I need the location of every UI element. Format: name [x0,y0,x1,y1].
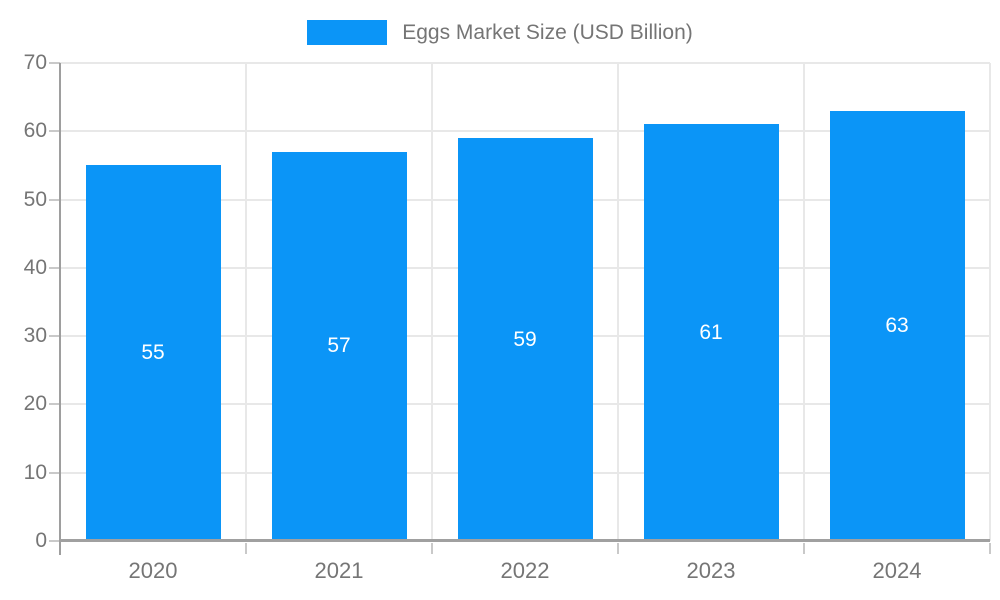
y-axis-label-20: 20 [23,392,47,416]
bar-2022[interactable] [457,138,593,541]
y-axis-label-70: 70 [23,51,47,74]
gridline-x-boundary-1 [245,63,247,541]
y-axis-tick-20 [49,403,60,406]
legend-swatch [307,20,388,45]
gridline-y-70 [60,62,990,64]
bar-2023[interactable] [643,124,779,541]
y-axis-label-50: 50 [23,187,47,211]
y-axis-label-0: 0 [35,529,47,552]
x-axis-label-2024: 2024 [872,558,922,583]
y-axis-tick-50 [49,198,60,201]
y-axis-tick-70 [49,62,60,64]
gridline-x-boundary-5 [989,63,991,541]
y-axis-label-10: 10 [23,460,47,484]
x-axis-label-2020: 2020 [128,558,178,583]
x-axis-label-2023: 2023 [686,558,736,583]
x-axis-label-2021: 2021 [314,558,364,583]
y-axis-tick-60 [49,130,60,133]
x-axis-tick-4 [803,543,805,554]
gridline-x-boundary-3 [617,63,619,541]
x-axis-tick-5 [989,543,991,554]
x-axis-label-2022: 2022 [500,558,550,583]
bar-2020[interactable] [85,165,221,541]
y-axis-tick-40 [49,266,60,269]
y-axis-line [59,63,61,555]
plot-area: 55 57 59 61 63 [60,62,991,542]
x-axis-baseline [60,539,990,542]
gridline-x-boundary-4 [803,63,805,541]
x-axis-tick-2 [431,543,433,554]
y-axis-tick-30 [49,335,60,338]
y-axis-label-60: 60 [23,119,47,143]
x-axis-tick-1 [245,543,247,554]
y-axis-label-40: 40 [23,255,47,279]
bar-2024[interactable] [829,110,965,541]
legend-label: Eggs Market Size (USD Billion) [402,20,693,44]
bar-2021[interactable] [271,151,407,541]
legend[interactable]: Eggs Market Size (USD Billion) [0,19,1000,46]
y-axis-label-30: 30 [23,324,47,348]
gridline-x-boundary-2 [431,63,433,541]
y-axis-tick-10 [49,471,60,474]
gridline-y-60 [60,130,990,133]
x-axis-tick-3 [617,543,619,554]
y-axis-tick-0 [49,540,60,542]
